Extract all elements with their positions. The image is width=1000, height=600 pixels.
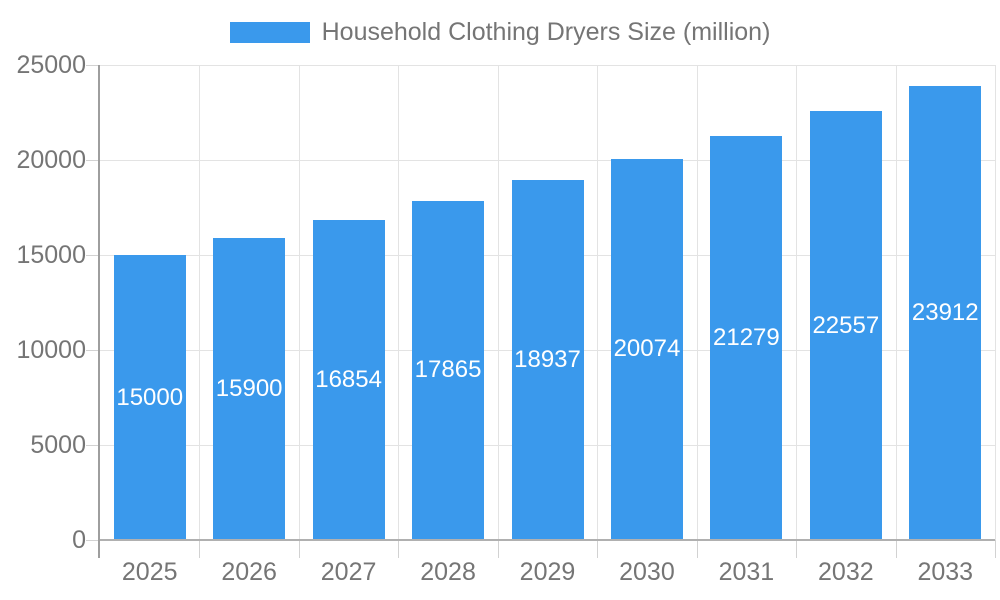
- x-tick-mark: [697, 540, 698, 558]
- x-axis-tick-label: 2029: [519, 558, 576, 586]
- bar-value-label: 23912: [911, 298, 979, 326]
- bar[interactable]: 21279: [710, 135, 783, 540]
- bar[interactable]: 15900: [213, 237, 286, 540]
- y-axis-tick-label: 20000: [16, 146, 86, 174]
- x-tick-mark: [995, 540, 996, 558]
- y-axis-tick-label: 5000: [30, 431, 86, 459]
- v-gridline: [697, 65, 698, 540]
- x-axis-tick-label: 2031: [718, 558, 775, 586]
- legend[interactable]: Household Clothing Dryers Size (million): [0, 19, 1000, 45]
- v-gridline: [398, 65, 399, 540]
- h-gridline: [100, 160, 995, 161]
- x-tick-mark: [896, 540, 897, 558]
- x-tick-mark: [597, 540, 598, 558]
- bar[interactable]: 20074: [610, 158, 683, 540]
- v-gridline: [796, 65, 797, 540]
- bar-value-label: 21279: [713, 323, 780, 351]
- bar-value-label: 16854: [315, 365, 382, 393]
- y-tick-mark: [86, 350, 100, 351]
- x-axis-tick-label: 2026: [221, 558, 277, 586]
- x-tick-mark: [398, 540, 399, 558]
- bar-value-label: 20074: [613, 335, 681, 363]
- bar[interactable]: 15000: [113, 255, 186, 540]
- bar[interactable]: 18937: [511, 180, 584, 540]
- bar-value-label: 22557: [812, 311, 880, 339]
- y-tick-mark: [86, 160, 100, 161]
- x-axis-tick-label: 2025: [121, 558, 178, 586]
- legend-label: Household Clothing Dryers Size (million): [321, 18, 771, 46]
- bar-value-label: 18937: [514, 346, 581, 374]
- y-tick-mark: [86, 255, 100, 256]
- bar-value-label: 17865: [414, 356, 482, 384]
- v-gridline: [299, 65, 300, 540]
- bar[interactable]: 22557: [809, 111, 882, 540]
- plot-area: 0 5000 10000 15000 20000 25000 15000 2025 15900 2…: [16, 52, 996, 585]
- bar-value-label: 15900: [215, 374, 283, 402]
- x-tick-mark: [299, 540, 300, 558]
- v-gridline: [995, 65, 996, 540]
- x-tick-mark: [199, 540, 200, 558]
- x-axis-tick-label: 2028: [420, 558, 476, 586]
- x-axis-tick-label: 2027: [320, 558, 377, 586]
- v-gridline: [498, 65, 499, 540]
- y-tick-mark: [86, 65, 100, 66]
- x-tick-mark: [796, 540, 797, 558]
- x-tick-mark: [498, 540, 499, 558]
- y-axis-tick-label: 0: [72, 526, 86, 554]
- v-gridline: [199, 65, 200, 540]
- x-axis-tick-label: 2030: [619, 558, 675, 586]
- y-tick-mark: [86, 540, 100, 541]
- y-axis-line: [98, 65, 100, 558]
- v-gridline: [597, 65, 598, 540]
- x-axis-tick-label: 2032: [818, 558, 874, 586]
- bar[interactable]: 23912: [909, 85, 982, 540]
- x-axis-tick-label: 2033: [917, 558, 974, 586]
- y-axis-tick-label: 25000: [16, 51, 86, 79]
- y-tick-mark: [86, 445, 100, 446]
- bar-value-label: 15000: [116, 383, 184, 411]
- v-gridline: [896, 65, 897, 540]
- y-axis-tick-label: 15000: [16, 241, 86, 269]
- h-gridline: [100, 65, 995, 66]
- y-axis-tick-label: 10000: [16, 336, 86, 364]
- bar[interactable]: 16854: [312, 219, 385, 540]
- x-axis-baseline: [100, 539, 995, 541]
- bar[interactable]: 17865: [412, 200, 485, 540]
- legend-swatch-icon: [229, 21, 310, 43]
